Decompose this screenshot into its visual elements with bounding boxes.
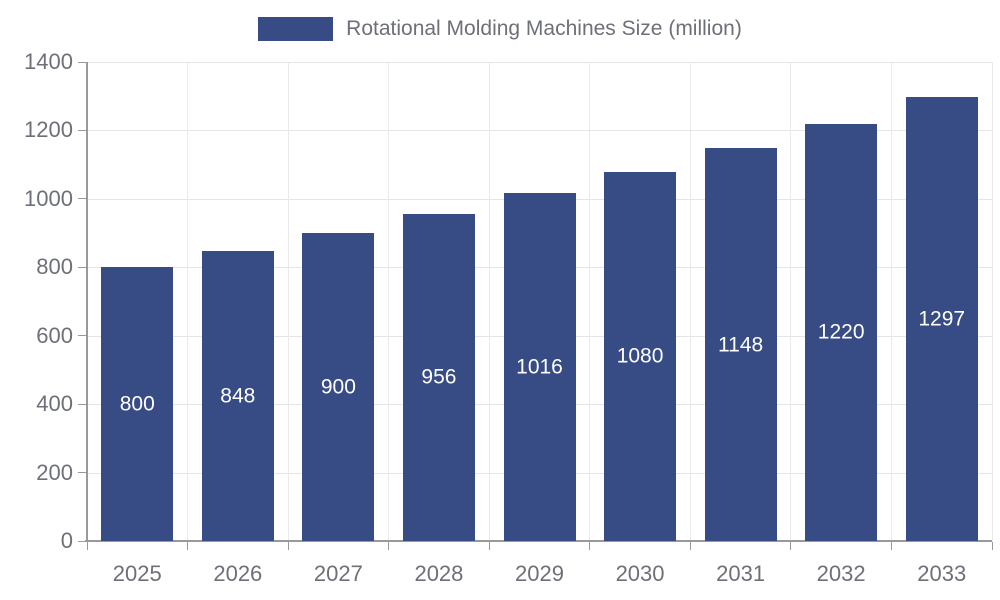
gridline-v — [991, 62, 993, 541]
bar[interactable] — [402, 213, 475, 541]
y-axis-tick — [78, 472, 86, 474]
bar[interactable] — [805, 123, 878, 541]
y-tick-label: 200 — [36, 459, 73, 485]
x-tick-label: 2031 — [716, 561, 766, 586]
x-axis-tick — [287, 542, 289, 550]
x-axis-tick — [488, 542, 490, 550]
x-tick-label: 2028 — [414, 561, 464, 586]
y-axis-line — [86, 62, 88, 541]
y-tick-label: 1400 — [24, 49, 73, 74]
y-axis-tick — [78, 403, 86, 405]
y-tick-label: 0 — [60, 528, 73, 553]
bar[interactable] — [101, 267, 174, 541]
x-axis-line — [85, 540, 992, 542]
x-axis-tick — [991, 542, 993, 550]
bar[interactable] — [503, 193, 576, 541]
bar-value-label: 1016 — [516, 355, 563, 379]
y-axis-tick — [78, 540, 86, 542]
y-tick-label: 1200 — [24, 117, 73, 143]
gridline-v — [890, 62, 892, 541]
legend-label: Rotational Molding Machines Size (millio… — [346, 17, 742, 40]
gridline-v — [589, 62, 591, 541]
y-axis-tick — [78, 129, 86, 131]
gridline-h — [87, 130, 992, 132]
legend-swatch — [258, 17, 334, 41]
y-tick-label: 1000 — [24, 185, 73, 211]
y-axis-tick — [78, 61, 86, 63]
y-axis-tick — [78, 266, 86, 268]
y-axis-tick — [78, 335, 86, 337]
y-tick-label: 800 — [36, 254, 73, 280]
x-axis-tick — [890, 542, 892, 550]
y-axis-tick — [78, 198, 86, 200]
x-tick-label: 2029 — [515, 561, 564, 586]
bar-value-label: 1220 — [817, 320, 865, 344]
bar-value-label: 900 — [320, 375, 356, 399]
x-axis-tick — [790, 542, 792, 550]
x-tick-label: 2030 — [615, 561, 665, 586]
bar-value-label: 800 — [119, 392, 155, 416]
bar[interactable] — [905, 97, 978, 541]
x-tick-label: 2025 — [112, 561, 162, 586]
x-axis-tick — [689, 542, 691, 550]
x-axis-tick — [589, 542, 591, 550]
bar-value-label: 1148 — [718, 333, 764, 357]
plot-area: 0 200 400 600 800 1000 1200 1400 800 2025 848 2026 9… — [24, 51, 993, 585]
bar-value-label: 1297 — [918, 307, 966, 331]
x-axis-tick — [86, 542, 88, 550]
gridline-v — [187, 62, 189, 541]
bar[interactable] — [604, 171, 677, 541]
gridline-v — [388, 62, 390, 541]
y-tick-label: 400 — [36, 391, 73, 417]
bar[interactable] — [704, 148, 777, 541]
bar[interactable] — [302, 233, 375, 541]
gridline-h — [87, 62, 992, 63]
bar-value-label: 956 — [421, 365, 457, 389]
x-tick-label: 2027 — [313, 561, 363, 586]
bar-value-label: 1080 — [616, 344, 664, 368]
y-tick-label: 600 — [36, 322, 73, 348]
x-tick-label: 2026 — [213, 561, 263, 586]
bar[interactable] — [201, 250, 274, 541]
x-axis-tick — [388, 542, 390, 550]
x-tick-label: 2033 — [917, 561, 967, 586]
x-tick-label: 2032 — [816, 561, 866, 586]
gridline-v — [689, 62, 691, 541]
gridline-v — [488, 62, 490, 541]
gridline-v — [790, 62, 792, 541]
bar-value-label: 848 — [220, 384, 256, 408]
x-axis-tick — [187, 542, 189, 550]
legend[interactable]: Rotational Molding Machines Size (millio… — [0, 17, 1000, 41]
gridline-v — [287, 62, 289, 541]
